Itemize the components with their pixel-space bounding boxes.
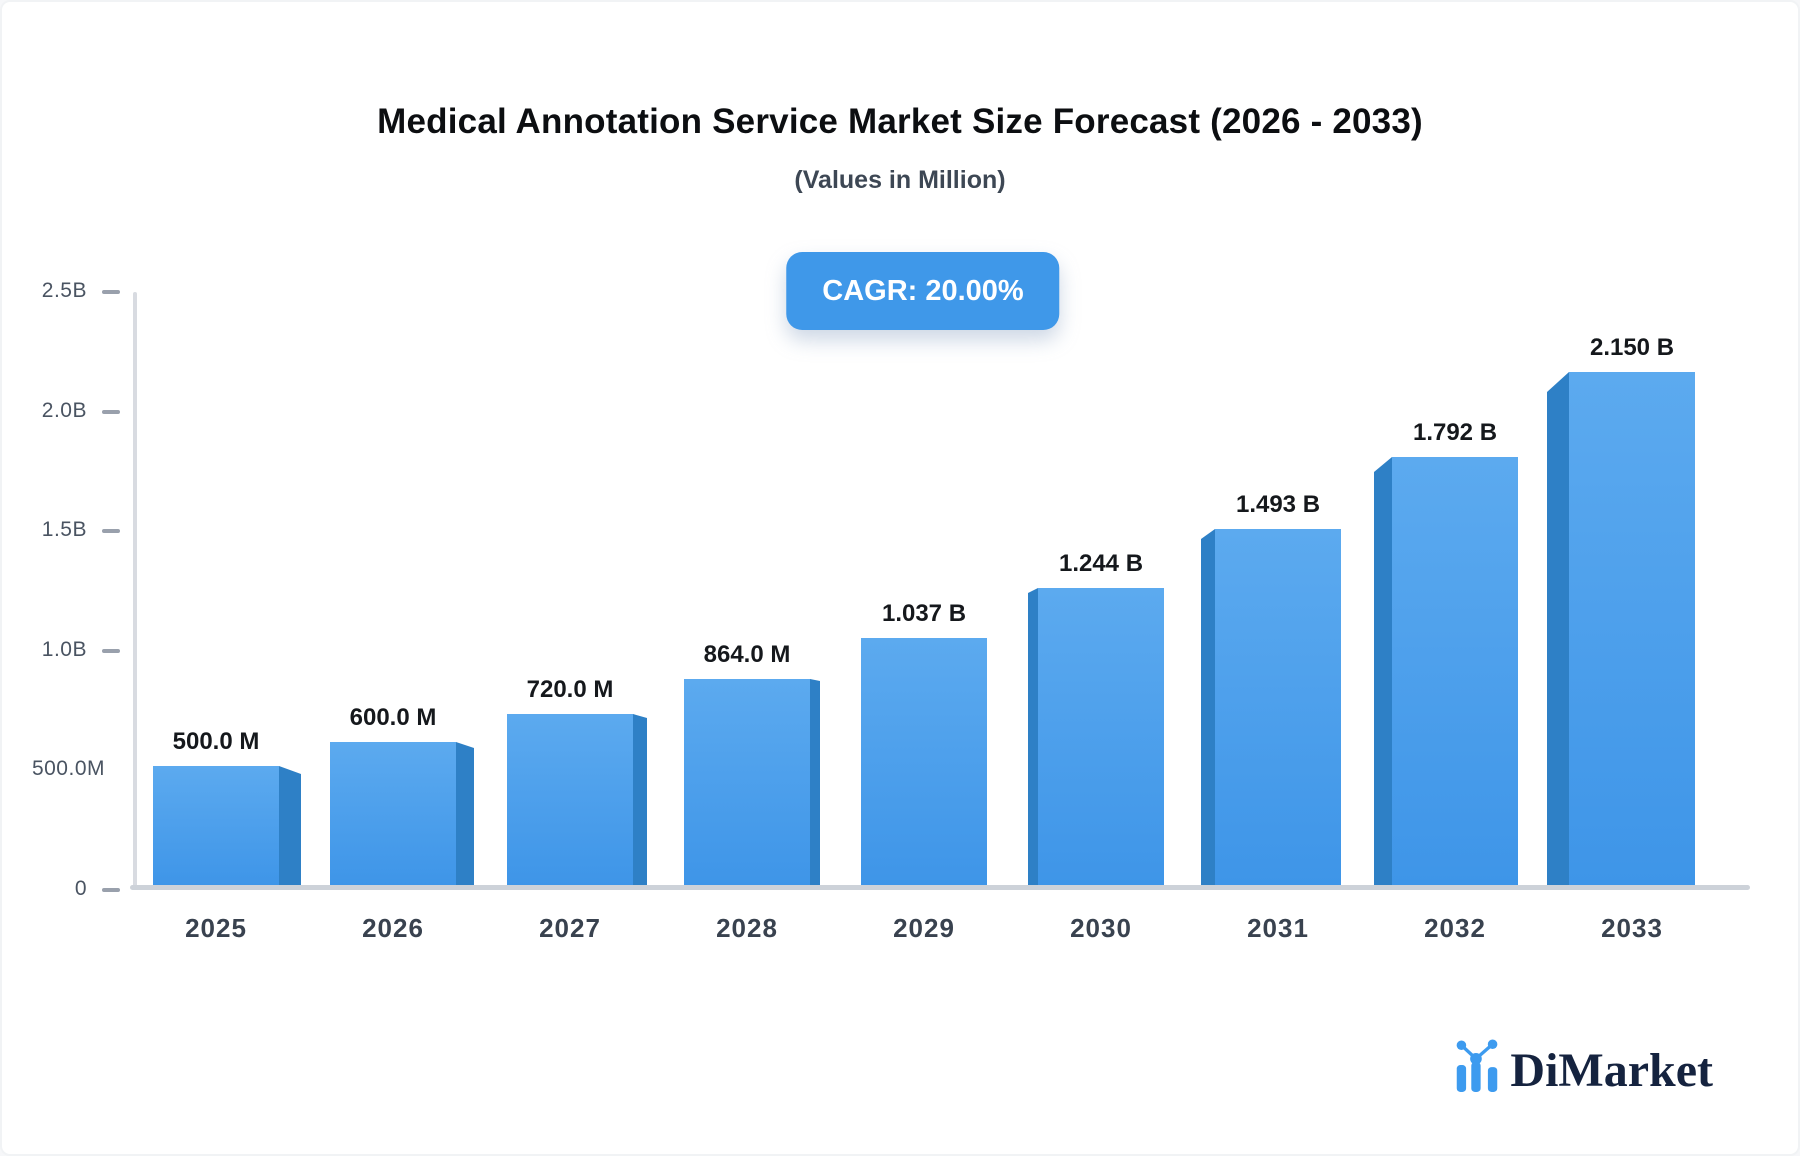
plot-area: 500.0 M 2025 600.0 M 2026 720.0 M 2027 864.0 M… bbox=[133, 292, 1747, 943]
bar-value-label-2031: 1.493 B bbox=[1235, 491, 1321, 518]
x-axis-line bbox=[130, 885, 1750, 890]
bar-side-2032 bbox=[1374, 457, 1392, 886]
x-axis-label-2025: 2025 bbox=[185, 913, 247, 943]
y-tick-dash-2.0B bbox=[102, 409, 120, 414]
bar-face-2029 bbox=[861, 638, 987, 886]
x-axis-label-2031: 2031 bbox=[1247, 913, 1309, 943]
y-axis-line bbox=[133, 292, 137, 890]
bar-value-label-2026: 600.0 M bbox=[349, 704, 437, 731]
y-tick-label-2.5B: 2.5B bbox=[41, 279, 87, 302]
x-axis-label-2029: 2029 bbox=[893, 913, 955, 943]
bar-side-2025 bbox=[279, 766, 301, 886]
bar-face-2031 bbox=[1215, 529, 1341, 886]
y-tick-dash-1.0B bbox=[102, 648, 120, 653]
x-axis-label-2030: 2030 bbox=[1070, 913, 1132, 943]
bar-value-label-2033: 2.150 B bbox=[1589, 334, 1675, 361]
chart-title: Medical Annotation Service Market Size F… bbox=[377, 102, 1423, 141]
cagr-badge: CAGR: 20.00% bbox=[786, 252, 1060, 330]
bar-side-2027 bbox=[633, 714, 647, 886]
y-tick-dash-1.5B bbox=[102, 529, 120, 534]
bar-face-2027 bbox=[507, 714, 633, 886]
x-axis-label-2033: 2033 bbox=[1601, 913, 1663, 943]
x-axis-label-2028: 2028 bbox=[716, 913, 778, 943]
bar-side-2030 bbox=[1028, 588, 1038, 886]
bar-side-2026 bbox=[456, 742, 474, 886]
bar-value-label-2029: 1.037 B bbox=[881, 600, 967, 627]
bar-side-2028 bbox=[810, 679, 820, 886]
logo-text: DiMarket bbox=[1510, 1043, 1713, 1097]
bar-side-2031 bbox=[1201, 529, 1215, 886]
y-tick-label-1.5B: 1.5B bbox=[41, 518, 87, 542]
y-tick-dash-0 bbox=[102, 888, 120, 892]
brand-logo: DiMarket bbox=[1456, 1038, 1713, 1097]
bar-face-2032 bbox=[1392, 457, 1518, 886]
chart-subtitle: (Values in Million) bbox=[794, 166, 1006, 194]
bar-side-2033 bbox=[1547, 372, 1569, 886]
bar-value-label-2030: 1.244 B bbox=[1058, 550, 1144, 577]
y-tick-label-0: 0 bbox=[74, 877, 87, 900]
bar-value-label-2027: 720.0 M bbox=[526, 676, 614, 703]
y-tick-label-2.0B: 2.0B bbox=[41, 398, 87, 422]
bar-face-2030 bbox=[1038, 588, 1164, 886]
y-tick-label-500.0M: 500.0M bbox=[31, 757, 105, 781]
y-tick-dash-2.5B bbox=[102, 290, 120, 294]
bar-value-label-2025: 500.0 M bbox=[172, 728, 260, 755]
bar-face-2025 bbox=[153, 766, 279, 886]
bar-value-label-2028: 864.0 M bbox=[703, 641, 791, 668]
bar-value-label-2032: 1.792 B bbox=[1412, 419, 1498, 446]
bar-face-2028 bbox=[684, 679, 810, 886]
bar-chart-icon bbox=[1457, 1039, 1498, 1092]
x-axis-label-2026: 2026 bbox=[362, 913, 424, 943]
bar-face-2033 bbox=[1569, 372, 1695, 886]
x-axis-label-2027: 2027 bbox=[539, 913, 601, 943]
y-tick-label-1.0B: 1.0B bbox=[41, 637, 87, 661]
bar-face-2026 bbox=[330, 742, 456, 886]
x-axis-label-2032: 2032 bbox=[1424, 913, 1486, 943]
